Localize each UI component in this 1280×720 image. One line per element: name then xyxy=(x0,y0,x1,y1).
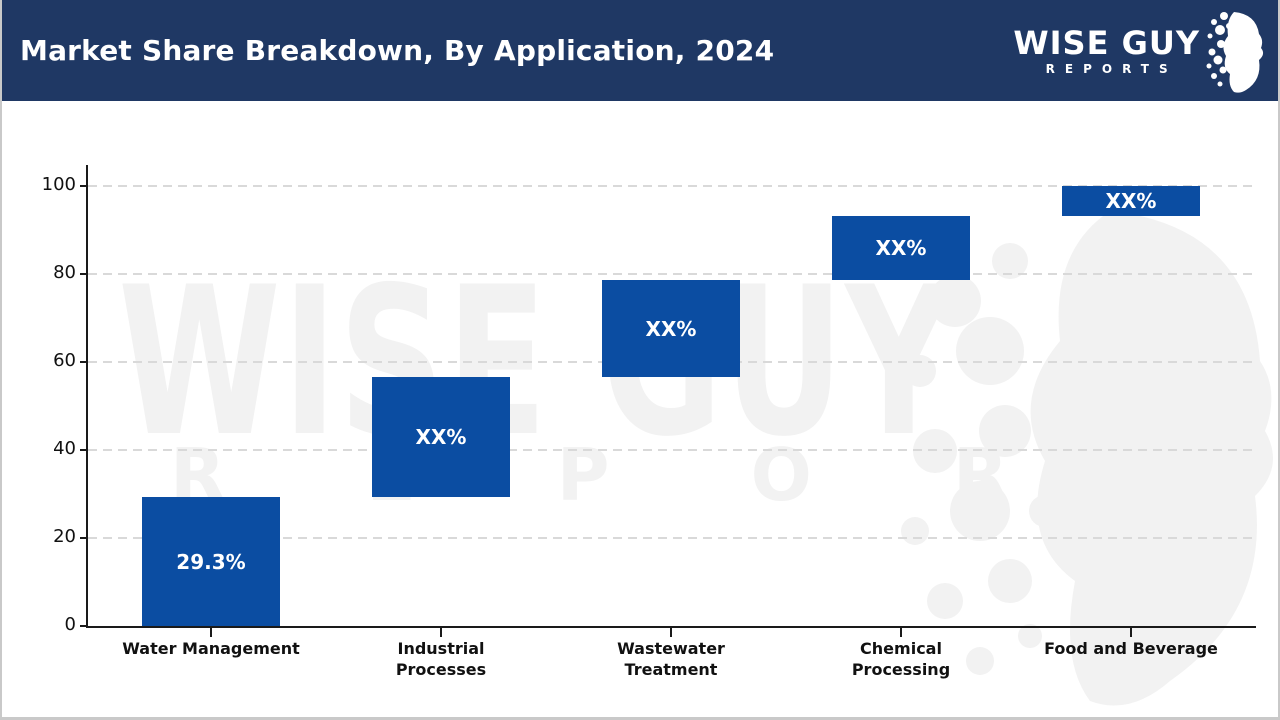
logo-text: WISE GUY REPORTS xyxy=(1013,27,1200,75)
x-category-label: Water Management xyxy=(122,639,300,658)
gridline-100 xyxy=(88,185,1256,187)
x-tick-2 xyxy=(670,628,672,637)
wiseguy-logo: WISE GUY REPORTS xyxy=(1013,8,1266,94)
bar-value-label: XX% xyxy=(1105,188,1157,213)
y-tick-20 xyxy=(80,537,88,539)
y-tick-80 xyxy=(80,273,88,275)
y-tick-label: 60 xyxy=(53,350,76,371)
watermark-wordmark: WISE GUY xyxy=(118,244,954,482)
y-tick-label: 0 xyxy=(64,614,76,635)
y-tick-label: 80 xyxy=(53,262,76,283)
logo-subtitle: REPORTS xyxy=(1045,61,1178,76)
y-tick-100 xyxy=(80,185,88,187)
logo-head-icon xyxy=(1206,11,1264,93)
x-category-label: Food and Beverage xyxy=(1044,639,1218,658)
bar-value-label: XX% xyxy=(645,316,697,341)
header-bar: Market Share Breakdown, By Application, … xyxy=(0,0,1280,101)
bar-value-label: XX% xyxy=(415,425,467,449)
logo-wordmark: WISE GUY xyxy=(1013,23,1200,62)
y-axis-line xyxy=(86,165,88,628)
x-axis-line xyxy=(86,626,1256,628)
y-tick-label: 40 xyxy=(53,438,76,459)
gridline-80 xyxy=(88,273,1256,275)
y-tick-0 xyxy=(80,625,88,627)
x-category-label: Industrial Processes xyxy=(395,639,487,679)
x-tick-1 xyxy=(440,628,442,637)
gridline-20 xyxy=(88,537,1256,539)
y-tick-label: 100 xyxy=(41,174,76,195)
bar-chemical-processing: XX% xyxy=(832,215,970,281)
y-tick-label: 20 xyxy=(53,526,76,547)
x-tick-0 xyxy=(210,628,212,637)
y-tick-60 xyxy=(80,361,88,363)
page-title: Market Share Breakdown, By Application, … xyxy=(20,34,775,67)
x-category-label: Wastewater Treatment xyxy=(617,639,725,679)
bar-value-label: 29.3% xyxy=(176,549,246,574)
chart-area: WISE GUY R E P O R T S 02040608010029.3%… xyxy=(0,101,1280,717)
bar-industrial-processes: XX% xyxy=(372,376,510,498)
x-tick-3 xyxy=(900,628,902,637)
bar-value-label: XX% xyxy=(875,236,927,261)
gridline-40 xyxy=(88,449,1256,451)
bar-food-and-beverage: XX% xyxy=(1062,186,1200,216)
y-tick-40 xyxy=(80,449,88,451)
bar-wastewater-treatment: XX% xyxy=(602,280,740,377)
x-category-label: Chemical Processing xyxy=(851,639,951,679)
x-tick-4 xyxy=(1130,628,1132,637)
bar-water-management: 29.3% xyxy=(142,497,280,626)
